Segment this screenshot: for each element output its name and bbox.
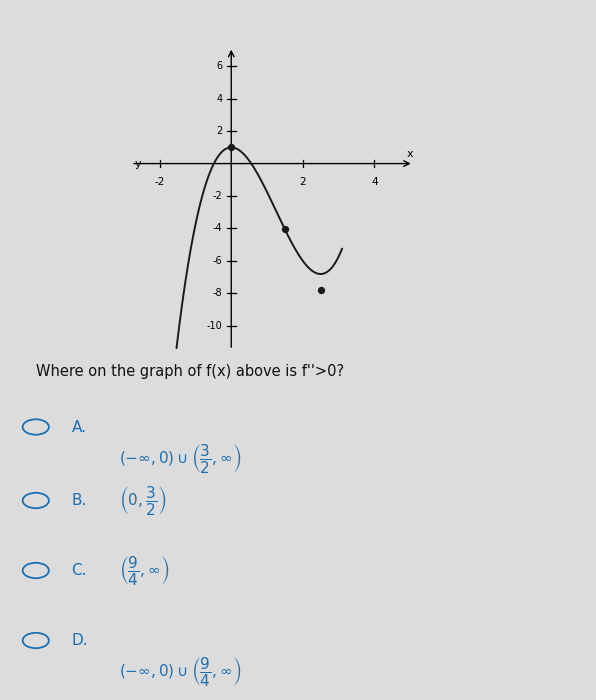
Text: 2: 2 bbox=[216, 126, 222, 136]
Text: $\left(0,\dfrac{3}{2}\right)$: $\left(0,\dfrac{3}{2}\right)$ bbox=[119, 484, 166, 517]
Text: B.: B. bbox=[72, 493, 87, 508]
Text: -2: -2 bbox=[154, 176, 165, 186]
Point bbox=[316, 285, 325, 296]
Text: 6: 6 bbox=[216, 62, 222, 71]
Text: y: y bbox=[135, 159, 142, 169]
Text: D.: D. bbox=[72, 633, 88, 648]
Text: -2: -2 bbox=[213, 191, 222, 201]
Text: 4: 4 bbox=[216, 94, 222, 104]
Text: $\left(\dfrac{9}{4},\infty\right)$: $\left(\dfrac{9}{4},\infty\right)$ bbox=[119, 554, 169, 587]
Point bbox=[226, 142, 236, 153]
Text: Where on the graph of f(x) above is f''>0?: Where on the graph of f(x) above is f''>… bbox=[36, 364, 344, 379]
Text: -10: -10 bbox=[207, 321, 222, 330]
Text: $(-\infty,0)\cup\left(\dfrac{3}{2},\infty\right)$: $(-\infty,0)\cup\left(\dfrac{3}{2},\inft… bbox=[119, 442, 241, 475]
Text: C.: C. bbox=[72, 563, 87, 578]
Text: $(-\infty,0)\cup\left(\dfrac{9}{4},\infty\right)$: $(-\infty,0)\cup\left(\dfrac{9}{4},\inft… bbox=[119, 655, 241, 689]
Text: -8: -8 bbox=[213, 288, 222, 298]
Text: 4: 4 bbox=[371, 176, 378, 186]
Text: -6: -6 bbox=[213, 256, 222, 266]
Point bbox=[280, 224, 290, 235]
Text: 2: 2 bbox=[299, 176, 306, 186]
Text: x: x bbox=[406, 149, 414, 159]
Text: A.: A. bbox=[72, 419, 86, 435]
Text: -4: -4 bbox=[213, 223, 222, 233]
